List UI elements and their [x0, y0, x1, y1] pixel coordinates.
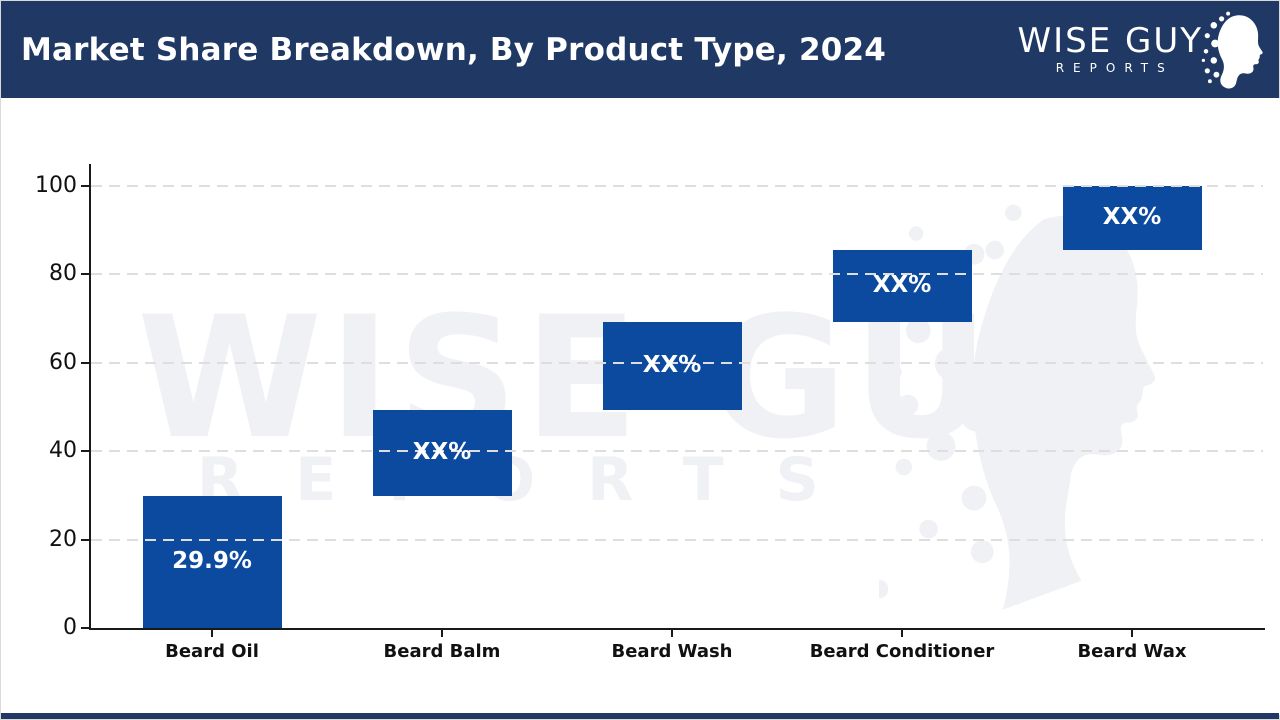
y-axis-line — [89, 164, 91, 630]
x-category-label: Beard Oil — [165, 641, 259, 662]
chart-title: Market Share Breakdown, By Product Type,… — [21, 31, 887, 68]
y-tick-mark-60 — [81, 361, 89, 364]
gridline-40 — [91, 450, 1263, 452]
gridline-60 — [91, 361, 1263, 364]
plot-area: 29.9% XX% XX% XX% XX% 0 20 40 60 80 100 Beard Oil Be… — [1, 98, 1280, 715]
y-tick-label-60: 60 — [49, 349, 77, 375]
gridline-20 — [91, 538, 1263, 541]
bar-value-label: XX% — [642, 352, 702, 379]
x-category-label: Beard Wash — [611, 641, 733, 662]
bar-beard-balm — [372, 410, 512, 496]
x-tick-mark — [211, 630, 213, 637]
x-tick-mark — [441, 630, 443, 637]
y-tick-mark-80 — [81, 273, 89, 275]
header-bar: Market Share Breakdown, By Product Type,… — [1, 1, 1279, 98]
y-tick-mark-40 — [81, 450, 89, 452]
x-tick-mark — [1131, 630, 1133, 637]
logo-wordmark: WISE GUY — [1017, 20, 1203, 61]
x-category-label: Beard Conditioner — [809, 641, 995, 662]
x-tick-mark — [671, 630, 673, 637]
bar-beard-oil — [142, 495, 282, 628]
gridline-100 — [91, 184, 1263, 187]
logo-face-icon — [1201, 11, 1263, 88]
chart-area: WISE GUY REPORTS 29.9% XX% XX% XX% XX% 0 20 40 6… — [1, 98, 1280, 715]
x-category-label: Beard Balm — [383, 641, 501, 662]
footer-bar — [1, 713, 1279, 719]
bar-beard-wash — [602, 322, 742, 411]
bar-beard-conditioner — [832, 250, 972, 323]
x-category-label: Beard Wax — [1077, 641, 1187, 662]
x-axis-line — [89, 628, 1265, 630]
wise-guy-reports-logo: WISE GUY REPORTS — [1017, 11, 1265, 89]
y-tick-mark-100 — [81, 184, 89, 187]
x-tick-mark — [901, 630, 903, 637]
y-tick-mark-20 — [81, 538, 89, 541]
bar-value-label: XX% — [1102, 203, 1162, 230]
bar-beard-wax — [1062, 185, 1202, 251]
y-tick-label-100: 100 — [35, 172, 77, 198]
y-tick-label-20: 20 — [49, 526, 77, 552]
y-tick-label-80: 80 — [49, 261, 77, 286]
bar-value-label: 29.9% — [172, 547, 252, 574]
gridline-80 — [91, 273, 1263, 275]
y-tick-label-0: 0 — [63, 615, 77, 640]
bar-value-label: XX% — [412, 438, 472, 465]
y-tick-label-40: 40 — [49, 438, 77, 463]
y-tick-mark-0 — [81, 627, 89, 629]
logo-subtitle: REPORTS — [1055, 61, 1174, 76]
logo-text: WISE GUY REPORTS — [1017, 20, 1203, 76]
bar-value-label: XX% — [872, 272, 932, 299]
